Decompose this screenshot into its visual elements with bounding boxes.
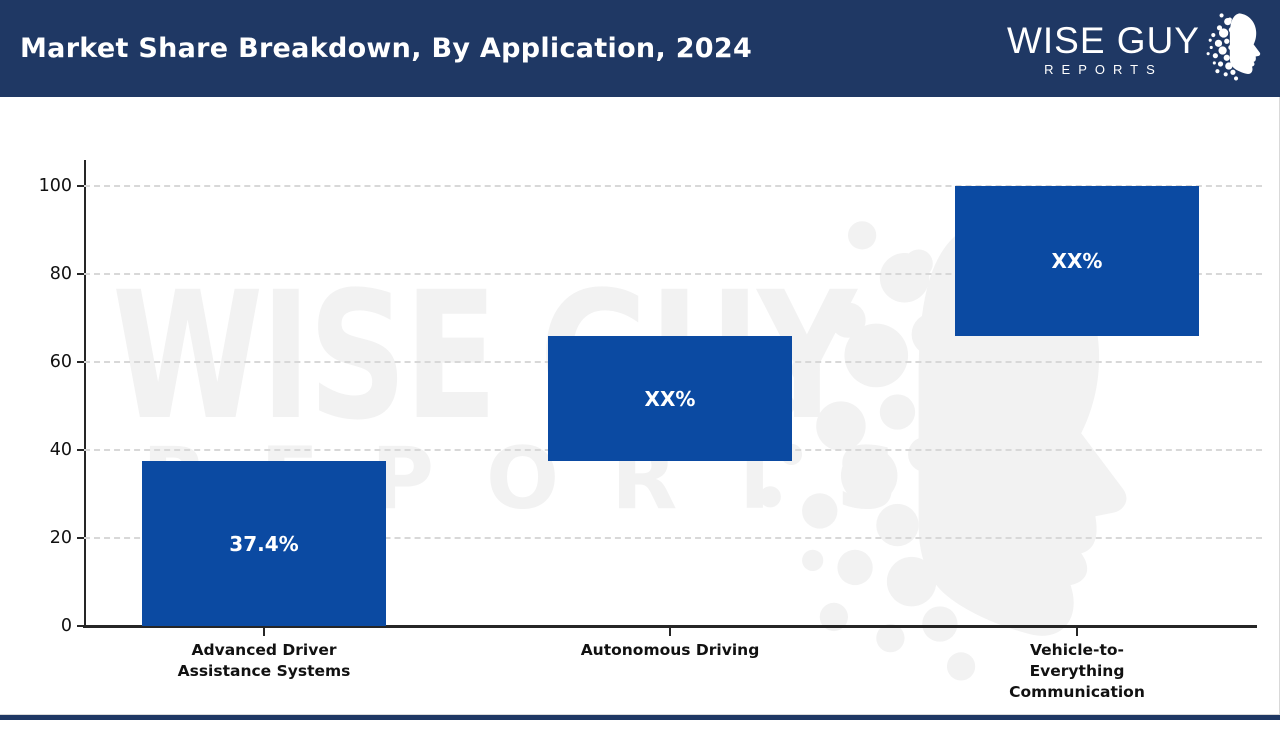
y-tick-mark-60 (77, 361, 84, 363)
gridline-80 (84, 273, 1262, 275)
category-label-line: Vehicle-to- (1030, 641, 1124, 659)
category-label-line: Autonomous Driving (580, 641, 760, 659)
category-label-1: Advanced Driver Assistance Systems (124, 640, 404, 682)
header-bar: Market Share Breakdown, By Application, … (0, 0, 1280, 97)
logo-reports-label: REPORTS (1044, 61, 1163, 77)
x-axis-line (83, 625, 1257, 628)
bar-value-label-3: XX% (1051, 248, 1103, 273)
footer-hairline (0, 714, 1280, 715)
y-tick-mark-80 (77, 273, 84, 275)
bar-value-label-1: 37.4% (229, 531, 299, 556)
chart-title: Market Share Breakdown, By Application, … (20, 33, 753, 64)
category-label-line: Advanced Driver (191, 641, 337, 659)
y-tick-label-60: 60 (49, 352, 72, 372)
y-tick-label-40: 40 (49, 440, 72, 460)
x-tick-mark-3 (1076, 628, 1078, 636)
category-label-line: Assistance Systems (177, 662, 351, 680)
category-label-2: Autonomous Driving (530, 640, 810, 661)
y-tick-mark-100 (77, 185, 84, 187)
x-tick-mark-1 (263, 628, 265, 636)
logo-text: WISE GUY REPORTS (1007, 22, 1200, 77)
logo-wiseguy-label: WISE GUY (1006, 19, 1200, 61)
y-tick-label-0: 0 (60, 616, 72, 636)
logo-head-icon (1204, 10, 1266, 88)
bar-segment-2 (548, 335, 792, 462)
gridline-100 (84, 185, 1262, 187)
y-tick-mark-20 (77, 537, 84, 539)
gridline-20 (84, 537, 1262, 539)
y-tick-label-20: 20 (49, 528, 72, 548)
y-axis-line (84, 160, 86, 628)
category-label-line: Communication (1009, 683, 1145, 701)
x-tick-mark-2 (669, 628, 671, 636)
bar-segment-3 (955, 186, 1199, 336)
y-tick-label-100: 100 (38, 176, 72, 196)
category-label-line: Everything (1029, 662, 1125, 680)
y-tick-mark-40 (77, 449, 84, 451)
footer-navy-bar (0, 715, 1280, 720)
bar-value-label-2: XX% (644, 386, 696, 411)
category-label-3: Vehicle-to- Everything Communication (937, 640, 1217, 703)
y-tick-mark-0 (77, 625, 84, 627)
y-tick-label-80: 80 (49, 264, 72, 284)
wiseguy-logo: WISE GUY REPORTS (1007, 10, 1266, 88)
bar-segment-1 (142, 461, 386, 626)
